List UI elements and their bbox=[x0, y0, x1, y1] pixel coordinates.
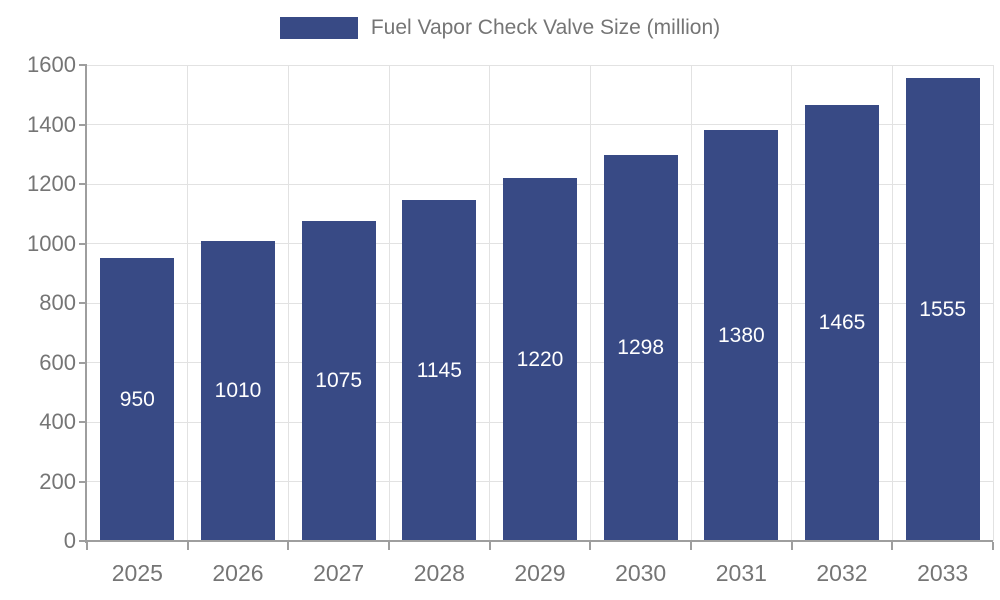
x-axis-tick bbox=[690, 542, 692, 550]
bar-value-label: 1465 bbox=[818, 311, 866, 335]
bar[interactable]: 1145 bbox=[402, 200, 477, 541]
x-axis-tick bbox=[992, 542, 994, 550]
bar-value-label: 1555 bbox=[919, 297, 967, 321]
bar-value-label: 1380 bbox=[717, 323, 765, 347]
bar[interactable]: 950 bbox=[100, 258, 175, 541]
x-axis-tick bbox=[287, 542, 290, 550]
bar[interactable]: 1555 bbox=[905, 78, 980, 541]
y-axis-tick bbox=[79, 302, 87, 304]
bar-value-label: 1145 bbox=[416, 358, 462, 382]
legend-swatch bbox=[279, 17, 358, 39]
gridline-vertical bbox=[690, 65, 692, 541]
gridline-horizontal bbox=[87, 124, 993, 125]
gridline-horizontal bbox=[87, 64, 993, 66]
y-tick-label: 600 bbox=[39, 349, 76, 375]
bar-value-label: 1075 bbox=[315, 369, 363, 393]
gridline-vertical bbox=[891, 65, 893, 541]
bar[interactable]: 1380 bbox=[704, 130, 779, 541]
bar-value-label: 1298 bbox=[617, 335, 665, 359]
x-axis-tick bbox=[186, 542, 189, 550]
y-axis-tick bbox=[79, 361, 87, 364]
bar[interactable]: 1220 bbox=[503, 178, 577, 541]
y-axis-tick bbox=[79, 421, 87, 423]
y-axis-tick bbox=[79, 480, 87, 483]
x-axis-tick bbox=[86, 542, 88, 550]
x-axis-tick bbox=[589, 542, 592, 550]
y-tick-label: 1200 bbox=[27, 171, 76, 196]
x-tick-label: 2029 bbox=[514, 560, 566, 586]
x-tick-label: 2025 bbox=[111, 560, 163, 586]
gridline-vertical bbox=[388, 65, 390, 541]
y-axis-tick bbox=[79, 183, 87, 185]
x-tick-label: 2032 bbox=[816, 560, 868, 586]
x-tick-label: 2028 bbox=[413, 560, 465, 586]
y-axis-tick bbox=[79, 242, 87, 245]
y-axis-tick bbox=[79, 540, 87, 542]
y-tick-label: 200 bbox=[39, 468, 76, 494]
y-tick-label: 400 bbox=[39, 409, 76, 434]
y-tick-label: 1600 bbox=[27, 52, 76, 77]
x-tick-label: 2026 bbox=[212, 560, 264, 586]
gridline-vertical bbox=[791, 65, 793, 541]
x-tick-label: 2030 bbox=[615, 560, 667, 586]
gridline-vertical bbox=[489, 65, 491, 541]
x-axis-tick bbox=[488, 542, 491, 550]
bar[interactable]: 1298 bbox=[603, 154, 678, 541]
x-tick-label: 2031 bbox=[715, 560, 767, 586]
x-axis-tick bbox=[891, 542, 894, 550]
gridline-vertical bbox=[287, 65, 289, 541]
y-axis-tick bbox=[79, 123, 87, 126]
x-tick-label: 2027 bbox=[313, 560, 365, 586]
bar[interactable]: 1075 bbox=[301, 221, 376, 541]
x-axis-tick bbox=[388, 542, 390, 550]
bar-value-label: 950 bbox=[119, 387, 155, 411]
bar-value-label: 1220 bbox=[516, 347, 564, 371]
legend-item[interactable]: Fuel Vapor Check Valve Size (million) bbox=[0, 16, 1000, 40]
x-axis-tick bbox=[790, 542, 793, 550]
y-tick-label: 0 bbox=[63, 528, 76, 553]
bar-value-label: 1010 bbox=[214, 378, 262, 402]
y-axis-line bbox=[85, 65, 87, 543]
y-tick-label: 800 bbox=[39, 290, 76, 315]
bar[interactable]: 1465 bbox=[805, 105, 879, 541]
y-tick-label: 1000 bbox=[27, 230, 76, 256]
gridline-vertical bbox=[187, 65, 189, 541]
y-tick-label: 1400 bbox=[27, 111, 76, 137]
y-axis-tick bbox=[79, 64, 87, 66]
legend-label: Fuel Vapor Check Valve Size (million) bbox=[370, 16, 721, 39]
bar[interactable]: 1010 bbox=[201, 240, 275, 541]
gridline-vertical bbox=[992, 65, 994, 541]
x-tick-label: 2033 bbox=[917, 560, 969, 586]
gridline-vertical bbox=[589, 65, 591, 541]
x-axis-line bbox=[85, 540, 993, 542]
